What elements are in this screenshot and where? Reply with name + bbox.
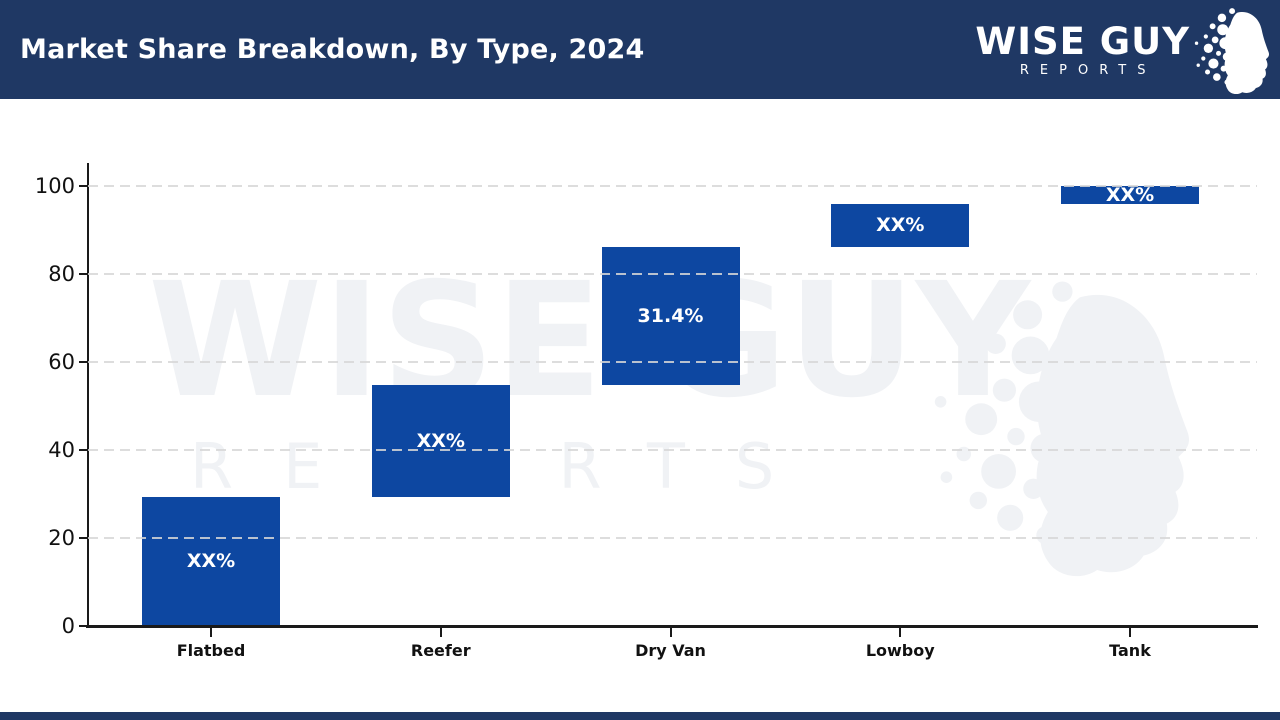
x-tick-label-flatbed: Flatbed: [176, 641, 246, 660]
logo-head-icon: [1194, 7, 1270, 94]
gridline-y80: [88, 273, 1257, 275]
gridline-y40: [88, 449, 1257, 451]
x-tick-label-lowboy: Lowboy: [865, 641, 935, 660]
bar-value-label: XX%: [876, 214, 925, 237]
bar-tank: [1061, 186, 1199, 204]
y-tick-label: 60: [48, 350, 75, 374]
x-tick-mark: [669, 628, 672, 637]
x-tick-label-reefer: Reefer: [410, 641, 471, 660]
logo: WISE GUY REPORTS: [975, 6, 1270, 94]
bar-reefer: [371, 384, 510, 497]
x-tick-mark: [899, 628, 902, 637]
x-tick-mark: [1129, 628, 1131, 637]
logo-wordmark-text: WISE GUY: [975, 19, 1190, 63]
x-tick-mark: [210, 628, 212, 637]
y-tick-mark: [79, 185, 88, 187]
page-title: Market Share Breakdown, By Type, 2024: [20, 34, 645, 65]
x-tick-label-dry-van: Dry Van: [635, 641, 706, 660]
y-tick-mark: [79, 361, 88, 363]
watermark-wordmark: WISE GUY: [148, 249, 1031, 433]
x-tick-label-tank: Tank: [1109, 641, 1151, 660]
bar-value-label: 31.4%: [637, 304, 704, 327]
y-tick-label: 100: [34, 174, 75, 198]
x-axis-line: [86, 625, 1258, 628]
y-tick-mark: [79, 273, 88, 275]
bar-lowboy: [831, 203, 970, 247]
y-tick-mark: [79, 625, 88, 627]
bar-value-label: XX%: [186, 550, 236, 573]
watermark-head-icon: [934, 281, 1190, 577]
y-tick-label: 20: [48, 526, 75, 550]
header: Market Share Breakdown, By Type, 2024 WI…: [0, 0, 1280, 99]
x-tick-mark: [439, 628, 442, 637]
y-tick-label: 0: [61, 614, 75, 638]
y-tick-mark: [79, 449, 88, 451]
logo-subline-text: REPORTS: [1019, 62, 1157, 78]
y-tick-label: 80: [48, 262, 75, 286]
bar-value-label: XX%: [416, 429, 465, 452]
y-tick-mark: [79, 537, 88, 539]
y-tick-label: 40: [48, 438, 75, 462]
y-axis-line: [87, 163, 89, 628]
gridline-y100: [88, 185, 1257, 187]
footer-bar: [0, 712, 1280, 720]
gridline-y60: [88, 361, 1257, 363]
logo-wordmark: WISE GUY REPORTS: [975, 23, 1190, 77]
bar-flatbed: [142, 496, 280, 626]
gridline-y20: [88, 537, 1257, 539]
bar-value-label: XX%: [1105, 183, 1155, 206]
